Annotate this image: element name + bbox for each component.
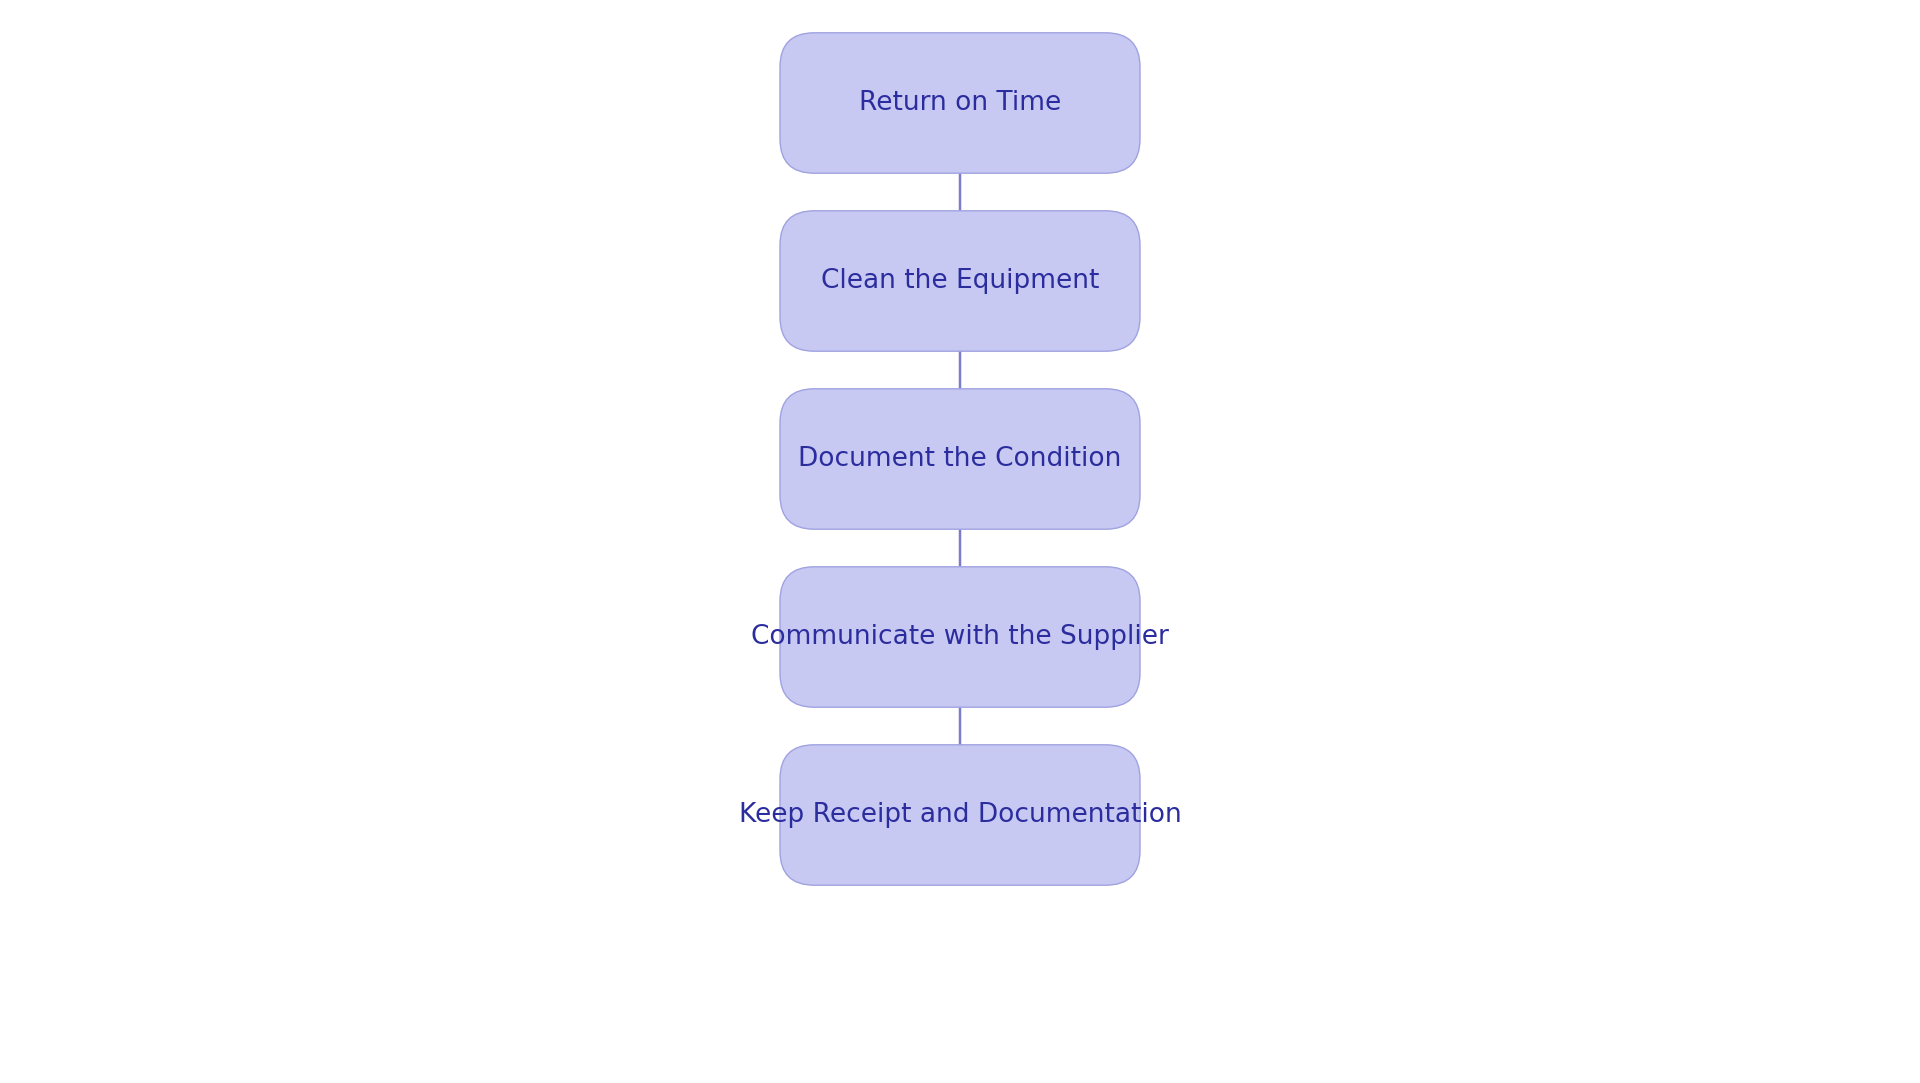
FancyBboxPatch shape [780,745,1140,885]
Text: Keep Receipt and Documentation: Keep Receipt and Documentation [739,803,1181,828]
Text: Clean the Equipment: Clean the Equipment [822,268,1098,293]
Text: Return on Time: Return on Time [858,90,1062,116]
FancyBboxPatch shape [780,389,1140,530]
FancyBboxPatch shape [780,211,1140,351]
Text: Communicate with the Supplier: Communicate with the Supplier [751,624,1169,650]
FancyBboxPatch shape [780,566,1140,707]
FancyBboxPatch shape [780,32,1140,173]
Text: Document the Condition: Document the Condition [799,446,1121,472]
